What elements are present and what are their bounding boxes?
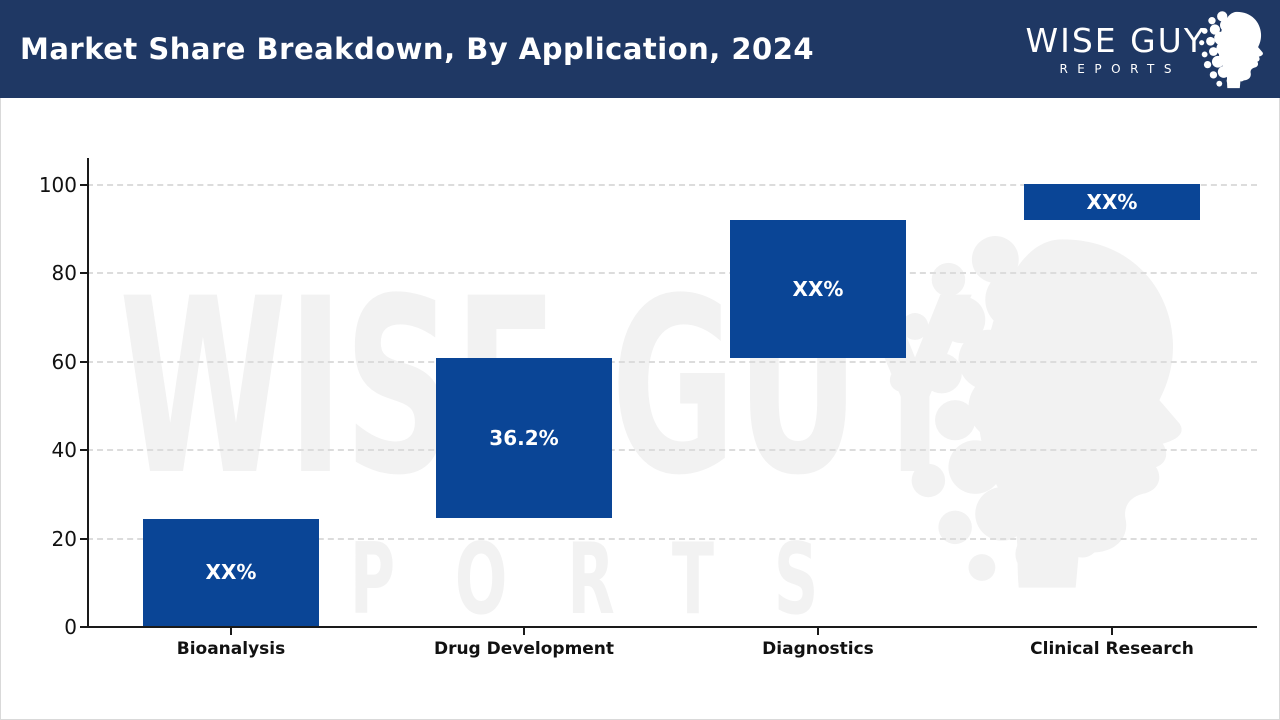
ytick-mark-20	[80, 537, 87, 540]
x-axis-spine	[87, 626, 1257, 628]
chart-area: WISE GUY REPORTS 0 20 40 60 80 100 XX% 36.2% XX%…	[0, 98, 1280, 720]
chart-title: Market Share Breakdown, By Application, …	[20, 32, 815, 66]
ytick-label-80: 80	[51, 261, 77, 286]
xtick-mark-1	[523, 628, 525, 635]
bar-clinical-research: XX%	[1024, 184, 1200, 221]
bar-bioanalysis: XX%	[143, 518, 319, 626]
xtick-mark-2	[817, 628, 819, 635]
xtick-label-0: Bioanalysis	[176, 639, 286, 659]
ytick-label-40: 40	[51, 438, 77, 463]
bar-diagnostics: XX%	[730, 220, 906, 359]
logo-subtitle: REPORTS	[1059, 61, 1181, 76]
watermark-face-icon	[889, 236, 1182, 588]
ytick-label-100: 100	[38, 173, 77, 197]
ytick-mark-40	[80, 449, 87, 452]
bar-drug-development: 36.2%	[436, 358, 612, 519]
xtick-mark-3	[1111, 628, 1113, 635]
ytick-mark-60	[80, 360, 87, 363]
ytick-label-60: 60	[51, 349, 77, 374]
bar-value-label: XX%	[792, 277, 844, 302]
gridline-y-40	[87, 449, 1257, 452]
gridline-y-80	[87, 272, 1257, 275]
ytick-mark-80	[80, 272, 87, 275]
xtick-label-2: Diagnostics	[762, 639, 874, 659]
gridline-y-100	[87, 184, 1257, 186]
xtick-label-3: Clinical Research	[1030, 639, 1194, 659]
gridline-y-60	[87, 360, 1257, 363]
xtick-label-1: Drug Development	[433, 639, 615, 659]
xtick-mark-0	[230, 628, 232, 635]
gridline-y-20	[87, 537, 1257, 540]
logo-face-icon	[1199, 11, 1263, 89]
bar-value-label: 36.2%	[489, 426, 559, 451]
ytick-mark-100	[80, 184, 87, 186]
logo-text: WISE GUY REPORTS	[1025, 20, 1206, 76]
ytick-label-20: 20	[51, 526, 77, 551]
bar-value-label: XX%	[1086, 190, 1138, 215]
ytick-label-0: 0	[64, 615, 77, 639]
bar-value-label: XX%	[205, 560, 257, 585]
logo-wordmark: WISE GUY	[1025, 20, 1206, 60]
wiseguy-logo: WISE GUY REPORTS	[1025, 7, 1280, 91]
y-axis-spine	[87, 158, 89, 628]
ytick-mark-0	[80, 626, 87, 628]
header-bar: Market Share Breakdown, By Application, …	[0, 0, 1280, 98]
